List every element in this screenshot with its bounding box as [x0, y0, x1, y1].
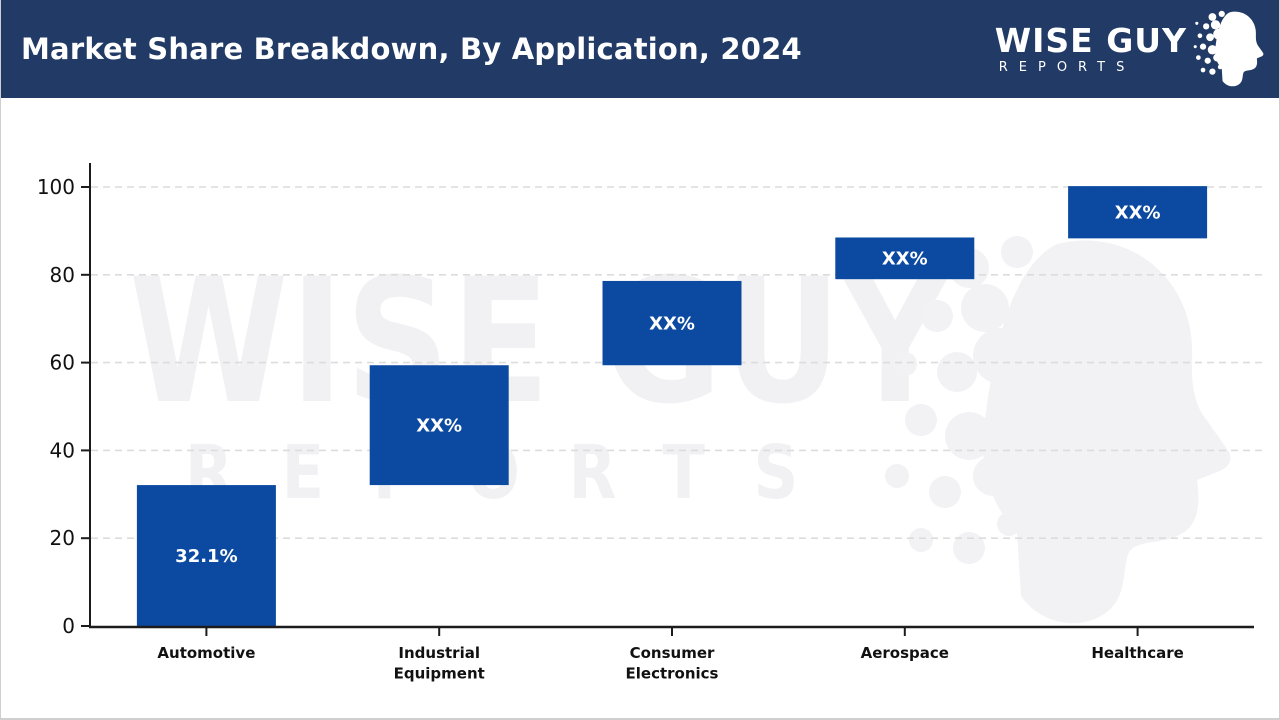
bar-automotive	[136, 485, 276, 626]
bar-label-healthcare: XX%	[1115, 203, 1161, 224]
x-tick-label-healthcare: Healthcare	[1091, 644, 1183, 662]
bar-label-consumer-electronics: XX%	[649, 313, 695, 334]
x-tick-label-consumer-electronics: Consumer Electronics	[626, 644, 719, 682]
x-tick-label-automotive: Automotive	[157, 644, 255, 662]
y-tick-label: 60	[50, 351, 75, 375]
bar-aerospace	[835, 237, 975, 280]
brand-name: WISE GUY	[994, 21, 1187, 60]
y-tick-label: 100	[37, 175, 75, 199]
y-tick-label: 40	[50, 438, 75, 462]
bar-label-automotive: 32.1%	[175, 546, 237, 567]
bar-industrial-equipment	[369, 365, 509, 486]
x-tick-label-aerospace: Aerospace	[861, 644, 949, 662]
watermark-head-profile-icon	[885, 236, 1231, 624]
bar-label-industrial-equipment: XX%	[416, 415, 462, 436]
x-tick-label-industrial-equipment: Industrial Equipment	[394, 644, 485, 682]
waterfall-chart: 32.1% XX% XX% XX% XX% 0 20 40 60 80 100 Automotive I…	[37, 163, 1263, 682]
page-title: Market Share Breakdown, By Application, …	[21, 32, 802, 66]
watermark-brand-text: WISE GUY	[129, 241, 950, 442]
bar-label-aerospace: XX%	[882, 249, 928, 270]
brand-logo-text: WISE GUY REPORTS	[995, 24, 1187, 74]
bar-healthcare	[1068, 186, 1208, 239]
brand-logo: WISE GUY REPORTS	[995, 5, 1267, 93]
y-tick-label: 20	[50, 526, 75, 550]
y-tick-label: 0	[62, 614, 75, 638]
brand-subtitle: REPORTS	[998, 60, 1136, 75]
bar-consumer-electronics	[602, 280, 742, 366]
y-tick-label: 80	[50, 263, 75, 287]
header-bar: Market Share Breakdown, By Application, …	[1, 0, 1279, 98]
head-profile-icon	[1193, 10, 1264, 87]
chart-area: WISE GUY REPORTS 32.1% XX% XX% XX% XX% 0 20 40 6…	[1, 98, 1279, 718]
